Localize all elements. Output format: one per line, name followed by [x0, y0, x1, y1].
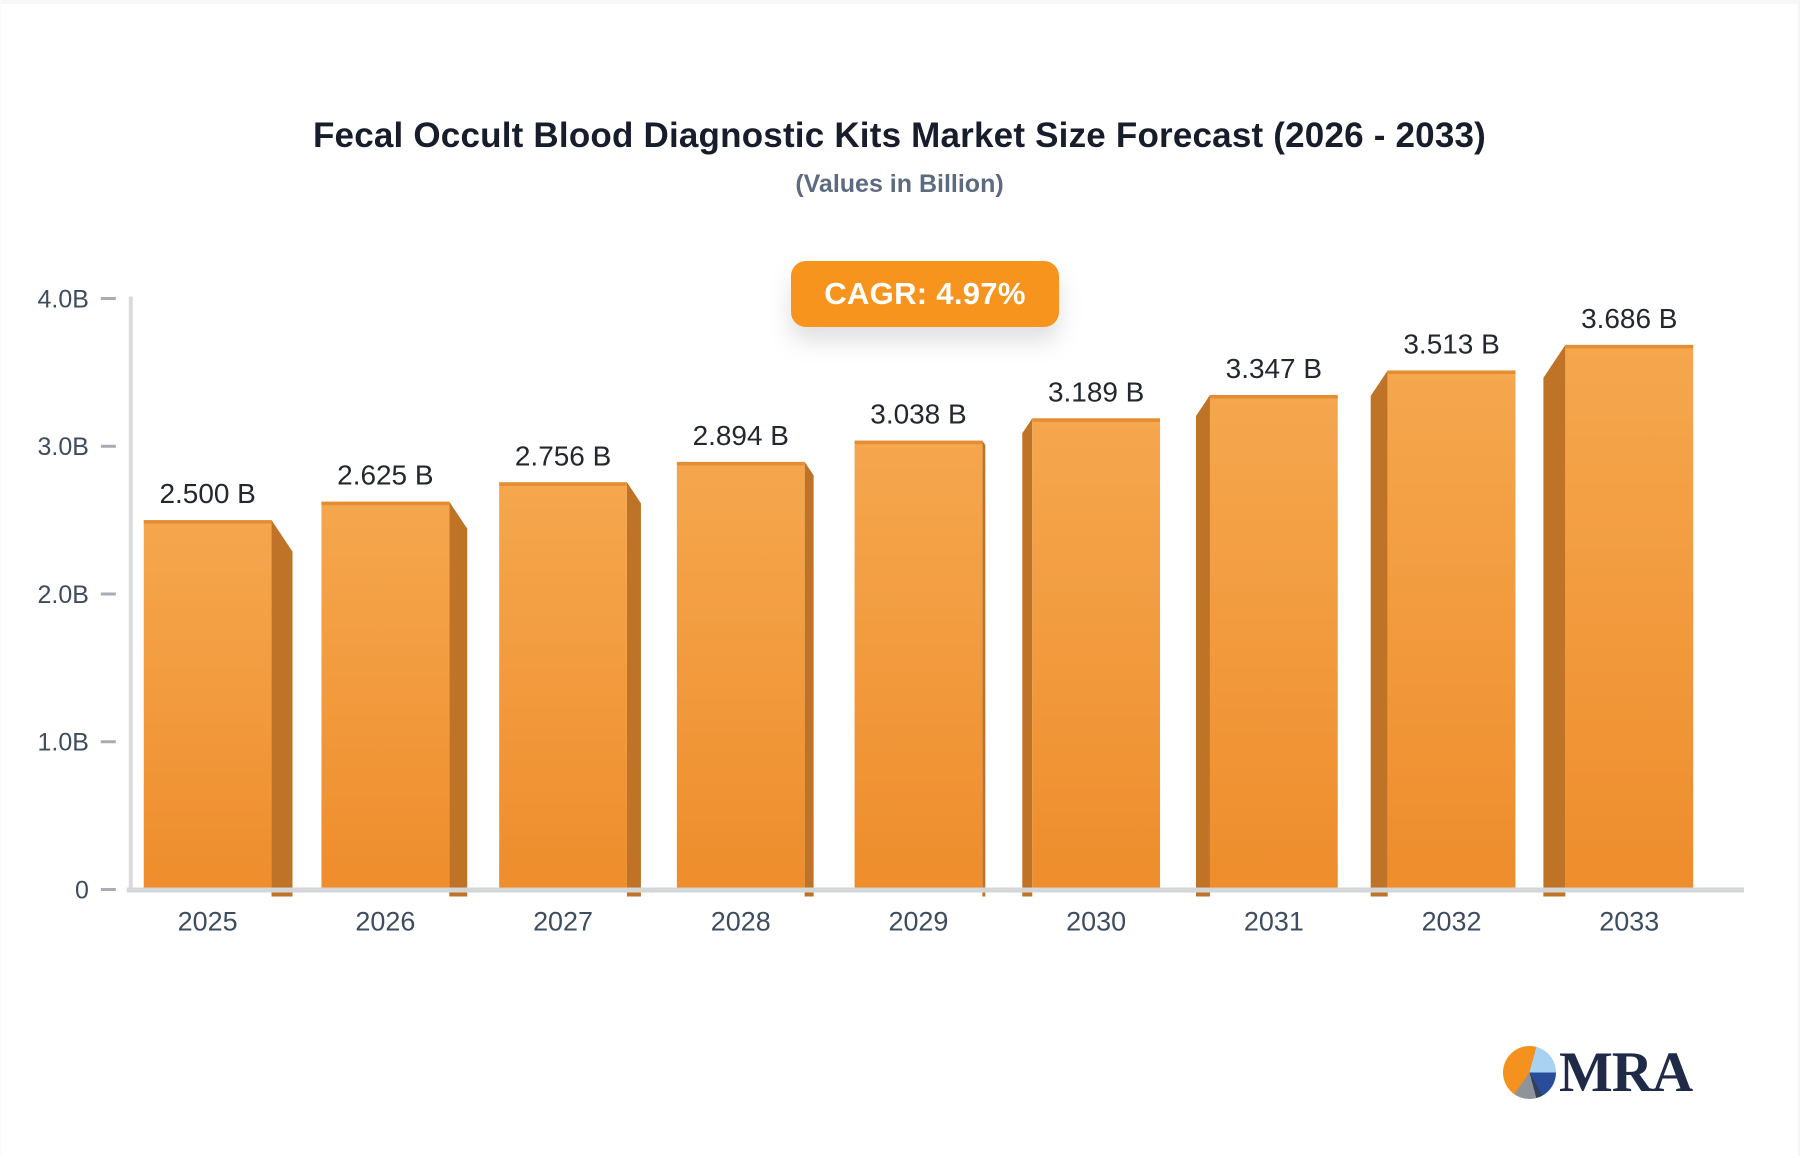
- cagr-badge: CAGR: 4.97%: [791, 261, 1059, 327]
- bar-top-edge-2027: [499, 482, 627, 486]
- y-tick-label: 2.0B: [38, 581, 89, 609]
- bar-side-2031: [1195, 394, 1210, 897]
- bar-value-label-2026: 2.625 B: [337, 460, 433, 491]
- x-axis-label-2030: 2030: [1066, 906, 1126, 936]
- bar-value-label-2030: 3.189 B: [1048, 376, 1144, 407]
- y-tick-label: 4.0B: [38, 285, 89, 313]
- bar-value-label-2027: 2.756 B: [515, 440, 611, 471]
- bar-value-label-2031: 3.347 B: [1226, 353, 1322, 384]
- bar-top-edge-2028: [676, 461, 805, 466]
- bar-side-2032: [1370, 370, 1388, 897]
- bar-value-label-2025: 2.500 B: [159, 478, 255, 509]
- bar-side-2028: [804, 461, 814, 897]
- bar-value-label-2028: 2.894 B: [693, 420, 789, 451]
- x-axis-label-2025: 2025: [178, 906, 238, 936]
- bar-top-edge-2025: [143, 520, 272, 524]
- bar-2028: [676, 461, 805, 892]
- x-axis-label-2027: 2027: [533, 906, 593, 936]
- pie-chart-logo-icon: [1503, 1046, 1556, 1099]
- bar-top-edge-2029: [854, 440, 983, 445]
- bar-value-label-2032: 3.513 B: [1403, 328, 1499, 359]
- bar-side-2027: [626, 482, 641, 897]
- bar-2027: [499, 482, 627, 892]
- x-axis-label-2028: 2028: [711, 906, 771, 936]
- bar-top-edge-2031: [1209, 394, 1338, 399]
- y-tick-label: 0: [75, 876, 89, 904]
- bar-side-2026: [449, 501, 468, 897]
- bar-top-edge-2033: [1565, 344, 1694, 349]
- y-tick-label: 1.0B: [38, 729, 89, 757]
- bar-side-2025: [271, 520, 293, 897]
- bar-value-label-2029: 3.038 B: [870, 399, 966, 430]
- x-axis-line: [126, 887, 1745, 893]
- chart-title: Fecal Occult Blood Diagnostic Kits Marke…: [312, 116, 1487, 155]
- bar-2033: [1565, 344, 1694, 892]
- x-axis-label-2031: 2031: [1244, 906, 1304, 936]
- mra-logo: MRA: [1503, 1041, 1693, 1104]
- bar-2029: [854, 440, 983, 892]
- bar-2030: [1032, 418, 1161, 892]
- bar-2031: [1209, 394, 1338, 892]
- bar-chart-svg: 0 1.0B 2.0B 3.0B 4.0B 2.500 B 2025 2.625 B 2026 2…: [38, 285, 1745, 936]
- bar-top-edge-2026: [321, 501, 450, 506]
- x-axis-label-2026: 2026: [355, 906, 415, 936]
- chart-subtitle: (Values in Billion): [795, 170, 1004, 198]
- bar-2032: [1387, 370, 1516, 892]
- bar-2026: [321, 501, 450, 892]
- bar-2025: [143, 520, 272, 892]
- bar-top-edge-2032: [1387, 370, 1516, 374]
- bar-side-2029: [982, 440, 986, 897]
- bar-top-edge-2030: [1032, 418, 1161, 422]
- bar-side-2033: [1543, 344, 1566, 897]
- bar-value-label-2033: 3.686 B: [1581, 303, 1677, 334]
- bar-side-2030: [1022, 418, 1033, 897]
- logo-text: MRA: [1559, 1041, 1693, 1104]
- x-axis-label-2029: 2029: [888, 906, 948, 936]
- x-axis-label-2032: 2032: [1422, 906, 1482, 936]
- y-tick-label: 3.0B: [38, 433, 89, 461]
- x-axis-label-2033: 2033: [1599, 906, 1659, 936]
